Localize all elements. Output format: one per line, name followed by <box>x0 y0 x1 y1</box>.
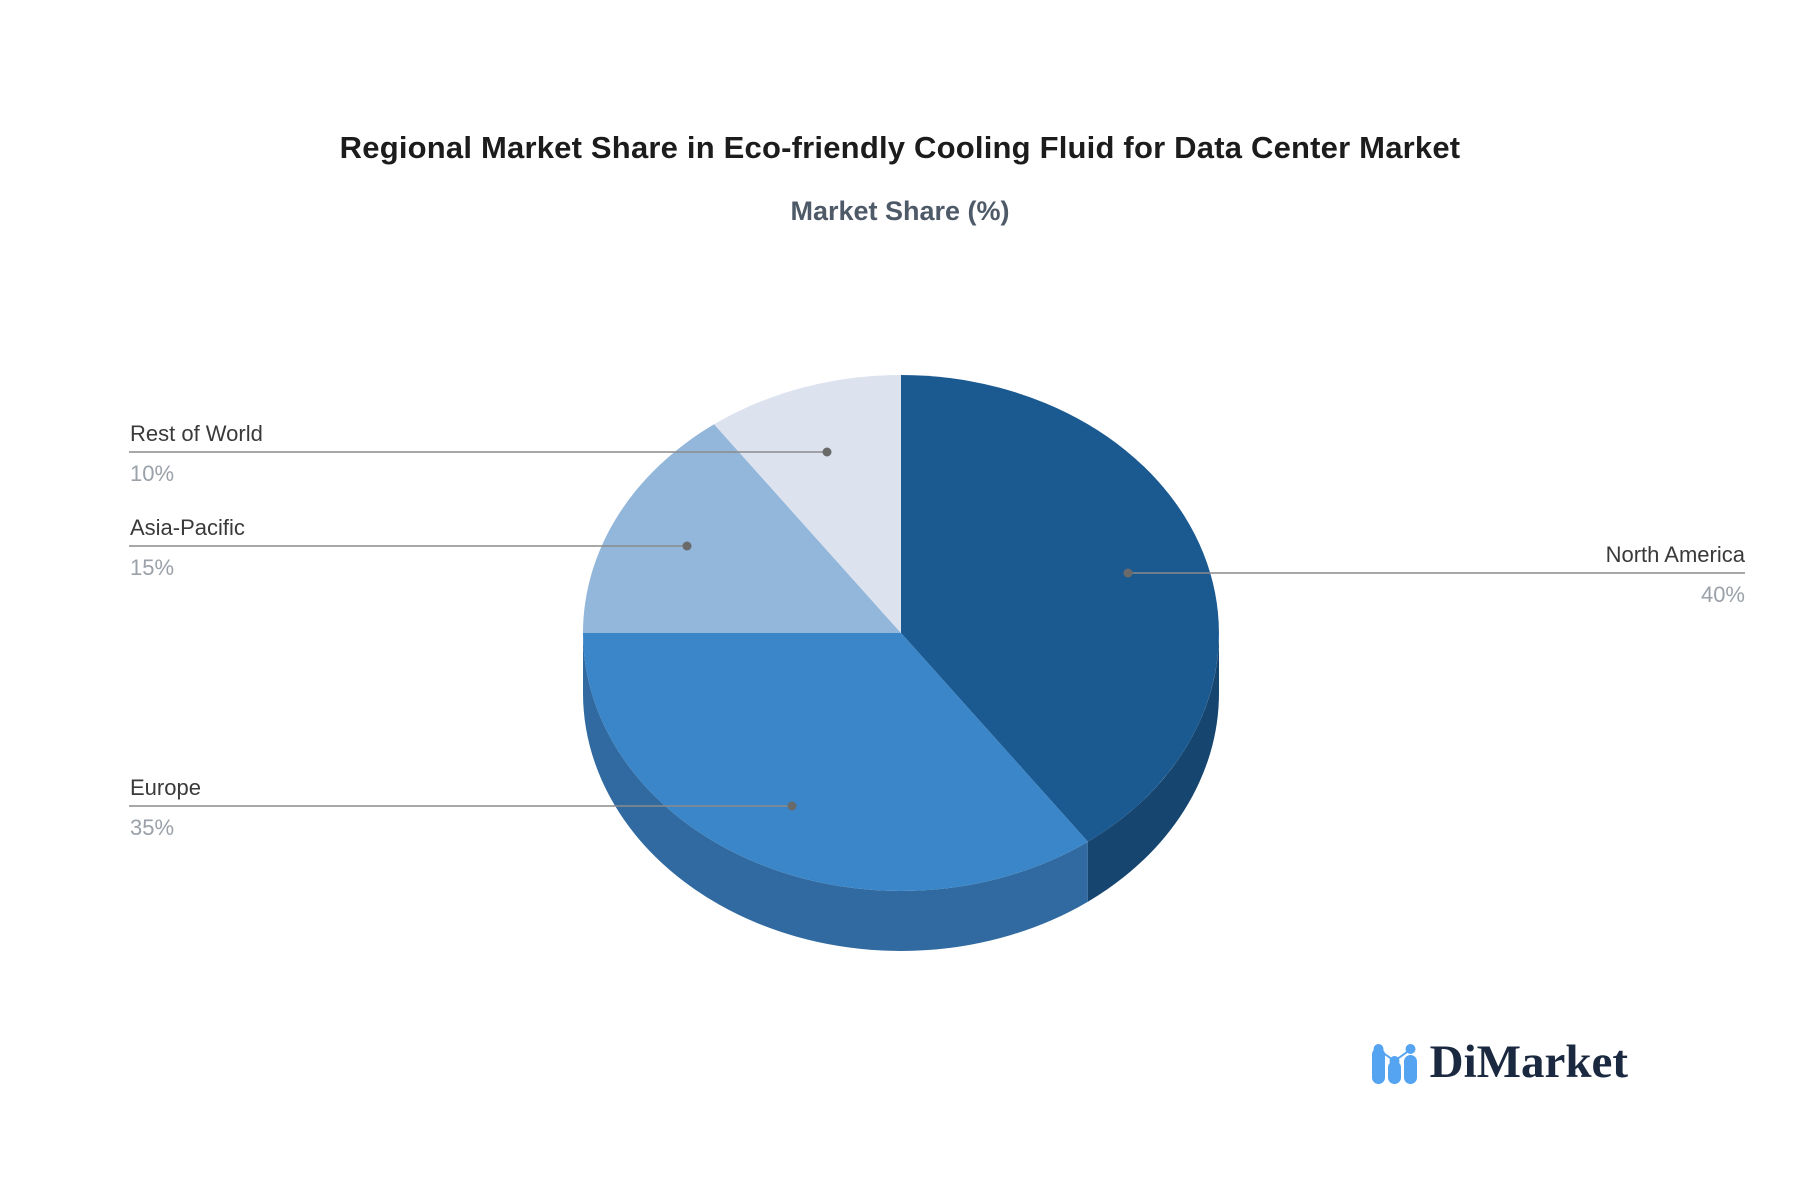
dimarket-logo: DiMarket <box>1368 1036 1628 1086</box>
pie-slice-asia-pacific <box>583 424 901 633</box>
label-europe: Europe <box>130 775 201 800</box>
logo-text: DiMarket <box>1429 1036 1628 1088</box>
leader-dot-north-america <box>1123 568 1133 578</box>
chart-subtitle: Market Share (%) <box>790 196 1010 226</box>
label-rest-of-world: Rest of World <box>130 421 263 446</box>
chart-title: Regional Market Share in Eco-friendly Co… <box>339 130 1461 165</box>
label-asia-pacific: Asia-Pacific <box>130 515 245 540</box>
pie-slice-europe <box>583 633 1088 891</box>
value-asia-pacific: 15% <box>130 555 175 580</box>
value-north-america: 40% <box>1700 582 1745 607</box>
leader-dot-asia-pacific <box>682 541 692 551</box>
value-rest-of-world: 10% <box>130 461 175 486</box>
pie-side-europe <box>583 633 1088 951</box>
pie-side-north-america <box>1087 633 1219 902</box>
pie-slice-rest-of-world <box>714 375 901 633</box>
pie-slice-north-america <box>901 375 1219 842</box>
leader-dot-europe <box>787 801 797 811</box>
label-north-america: North America <box>1605 542 1745 567</box>
leader-dot-rest-of-world <box>822 447 832 457</box>
value-europe: 35% <box>130 815 175 840</box>
bar-line-chart-icon <box>1371 1044 1417 1084</box>
